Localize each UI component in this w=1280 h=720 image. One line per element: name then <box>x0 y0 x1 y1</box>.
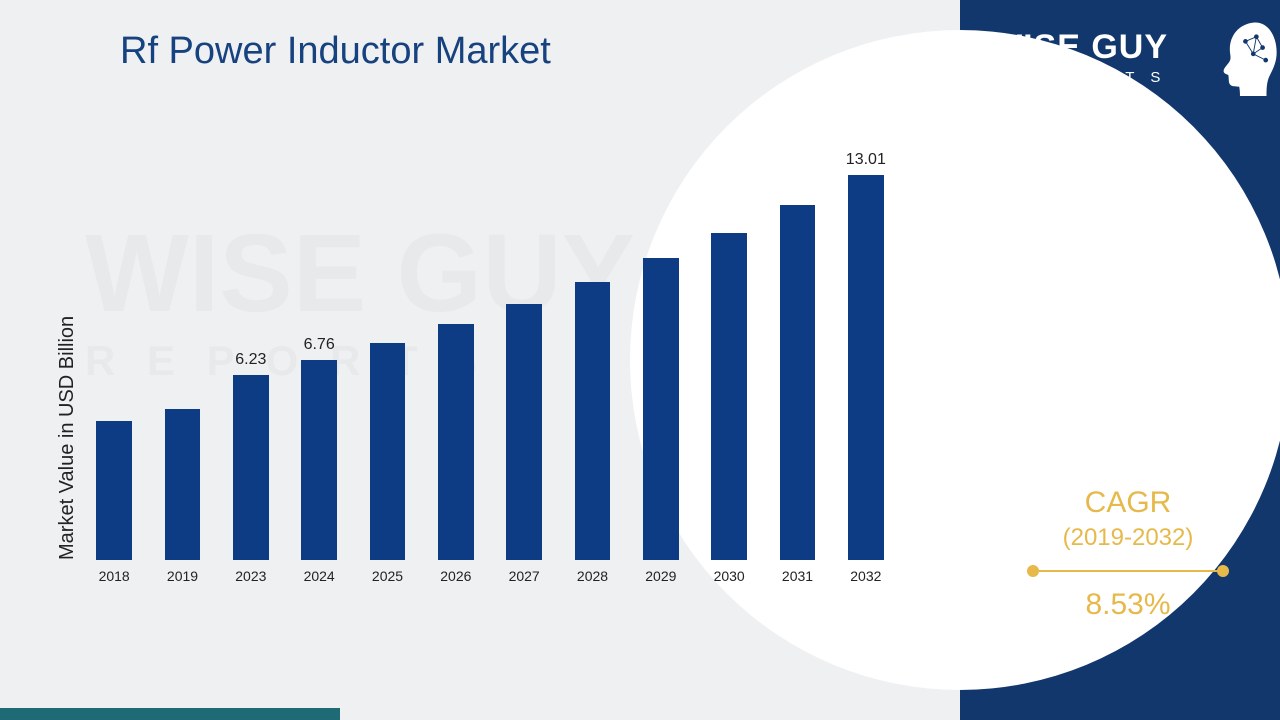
bar-chart: 201820196.2320236.7620242025202620272028… <box>80 160 900 560</box>
cagr-panel: CAGR (2019-2032) 8.53% <box>1008 486 1248 622</box>
x-tick-label: 2019 <box>167 568 198 584</box>
cagr-divider <box>1033 570 1223 572</box>
bar <box>780 205 816 560</box>
bar <box>165 409 201 560</box>
x-tick-label: 2023 <box>235 568 266 584</box>
x-tick-label: 2028 <box>577 568 608 584</box>
x-tick-label: 2031 <box>782 568 813 584</box>
bar <box>233 375 269 560</box>
cagr-range: (2019-2032) <box>1008 524 1248 552</box>
bar <box>438 324 474 560</box>
bar-value-label: 6.23 <box>235 351 266 369</box>
brand-logo: WISE GUY R E P O R T S <box>990 28 1168 86</box>
bar <box>370 343 406 560</box>
bar <box>643 258 679 560</box>
x-tick-label: 2018 <box>99 568 130 584</box>
bar <box>711 233 747 560</box>
x-tick-label: 2029 <box>645 568 676 584</box>
y-axis-label: Market Value in USD Billion <box>56 160 79 560</box>
bar <box>96 421 132 560</box>
chart-title: Rf Power Inductor Market <box>120 30 551 73</box>
bar <box>848 175 884 560</box>
brand-logo-main: WISE GUY <box>990 28 1168 67</box>
bar-value-label: 13.01 <box>846 151 886 169</box>
brand-logo-sub: R E P O R T S <box>990 69 1168 86</box>
cagr-title: CAGR <box>1008 486 1248 520</box>
cagr-dot-right <box>1217 565 1229 577</box>
x-tick-label: 2030 <box>714 568 745 584</box>
bar <box>301 360 337 560</box>
x-tick-label: 2025 <box>372 568 403 584</box>
cagr-value: 8.53% <box>1008 588 1248 622</box>
x-tick-label: 2024 <box>304 568 335 584</box>
bar <box>506 304 542 560</box>
x-tick-label: 2027 <box>509 568 540 584</box>
x-tick-label: 2026 <box>440 568 471 584</box>
bar-value-label: 6.76 <box>304 336 335 354</box>
bar <box>575 282 611 560</box>
x-tick-label: 2032 <box>850 568 881 584</box>
head-silhouette-icon <box>1208 18 1280 96</box>
cagr-dot-left <box>1027 565 1039 577</box>
bottom-accent-strip <box>0 708 340 720</box>
